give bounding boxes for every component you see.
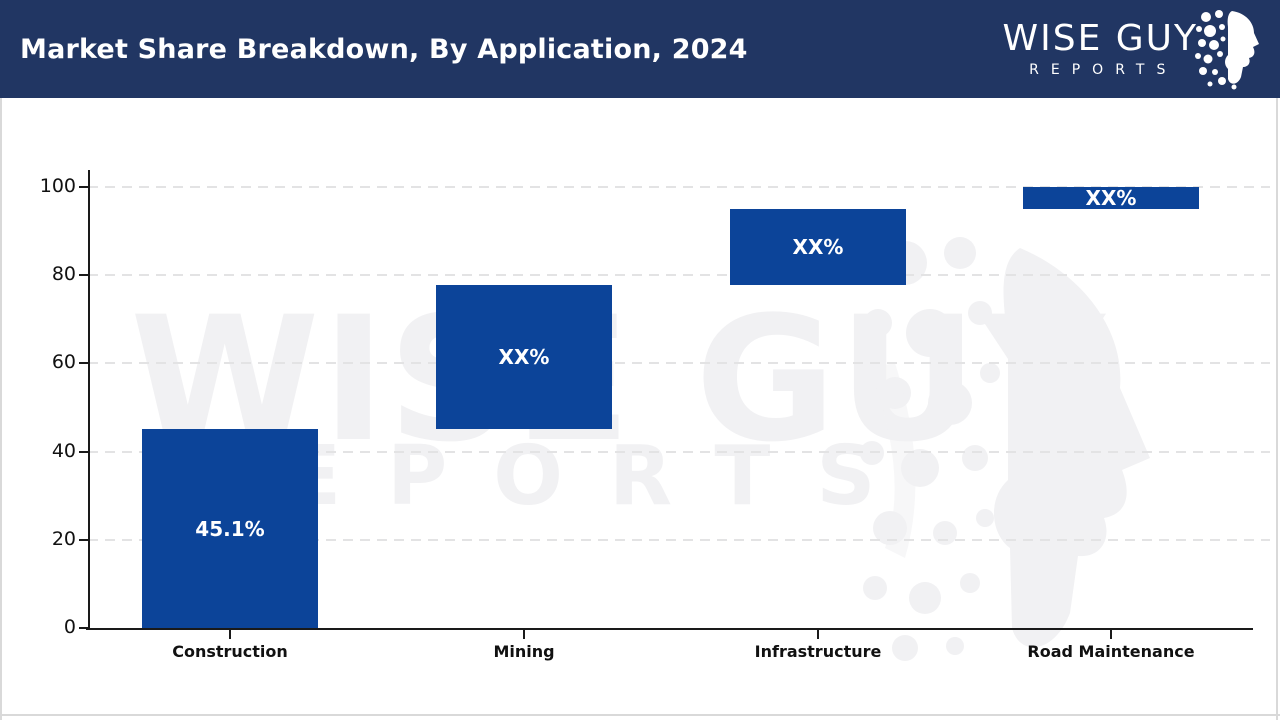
bar-road-maintenance: XX% — [1023, 186, 1199, 211]
gridline-20 — [88, 538, 1270, 541]
gridline-80 — [88, 274, 1270, 277]
canvas-border-right — [1276, 98, 1278, 720]
logo-face-icon — [1195, 10, 1259, 90]
x-tick-1 — [523, 630, 525, 639]
y-tick-100 — [79, 186, 88, 188]
bar-construction: 45.1% — [142, 429, 318, 628]
y-tick-60 — [79, 362, 88, 365]
y-tick-label-100: 100 — [39, 175, 76, 197]
gridline-100 — [88, 186, 1270, 188]
y-tick-80 — [79, 274, 88, 277]
x-tick-3 — [1110, 630, 1112, 639]
y-tick-0 — [79, 627, 88, 629]
brand-logo-text: WISE GUY REPORTS — [1002, 18, 1199, 78]
x-axis-spine — [86, 628, 1253, 630]
bar-value-label: XX% — [1085, 186, 1137, 211]
logo-wordmark: WISE GUY — [1002, 18, 1198, 59]
logo-subtext: REPORTS — [1029, 62, 1178, 78]
x-tick-2 — [817, 630, 819, 639]
bar-infrastructure: XX% — [730, 209, 906, 285]
y-tick-label-80: 80 — [51, 263, 76, 286]
y-tick-20 — [79, 538, 88, 541]
x-tick-label-1: Mining — [493, 642, 555, 661]
y-tick-label-0: 0 — [63, 616, 76, 638]
bar-value-label: 45.1% — [195, 516, 265, 541]
gridline-40 — [88, 450, 1270, 453]
x-tick-label-0: Construction — [172, 642, 288, 661]
bar-value-label: XX% — [792, 235, 844, 260]
canvas-border-left — [0, 98, 2, 720]
bar-mining: XX% — [436, 284, 612, 430]
x-tick-label-3: Road Maintenance — [1027, 642, 1195, 661]
y-axis-spine — [88, 170, 90, 630]
watermark-face-icon — [860, 237, 1150, 661]
header: Market Share Breakdown, By Application, … — [0, 0, 1280, 98]
brand-logo: WISE GUY REPORTS — [1003, 7, 1261, 91]
y-tick-label-60: 60 — [51, 351, 76, 374]
gridline-60 — [88, 362, 1270, 365]
plot-area: WISE GUY REPORTS 0 20 40 60 80 100 45.1% XX% XX%… — [0, 98, 1280, 720]
chart-title: Market Share Breakdown, By Application, … — [20, 33, 748, 65]
bar-value-label: XX% — [498, 344, 550, 369]
x-tick-label-2: Infrastructure — [754, 642, 882, 661]
y-tick-40 — [79, 450, 88, 453]
y-tick-label-40: 40 — [51, 439, 76, 462]
y-tick-label-20: 20 — [51, 527, 76, 550]
canvas-border-bottom — [0, 714, 1280, 716]
x-tick-0 — [229, 630, 231, 639]
